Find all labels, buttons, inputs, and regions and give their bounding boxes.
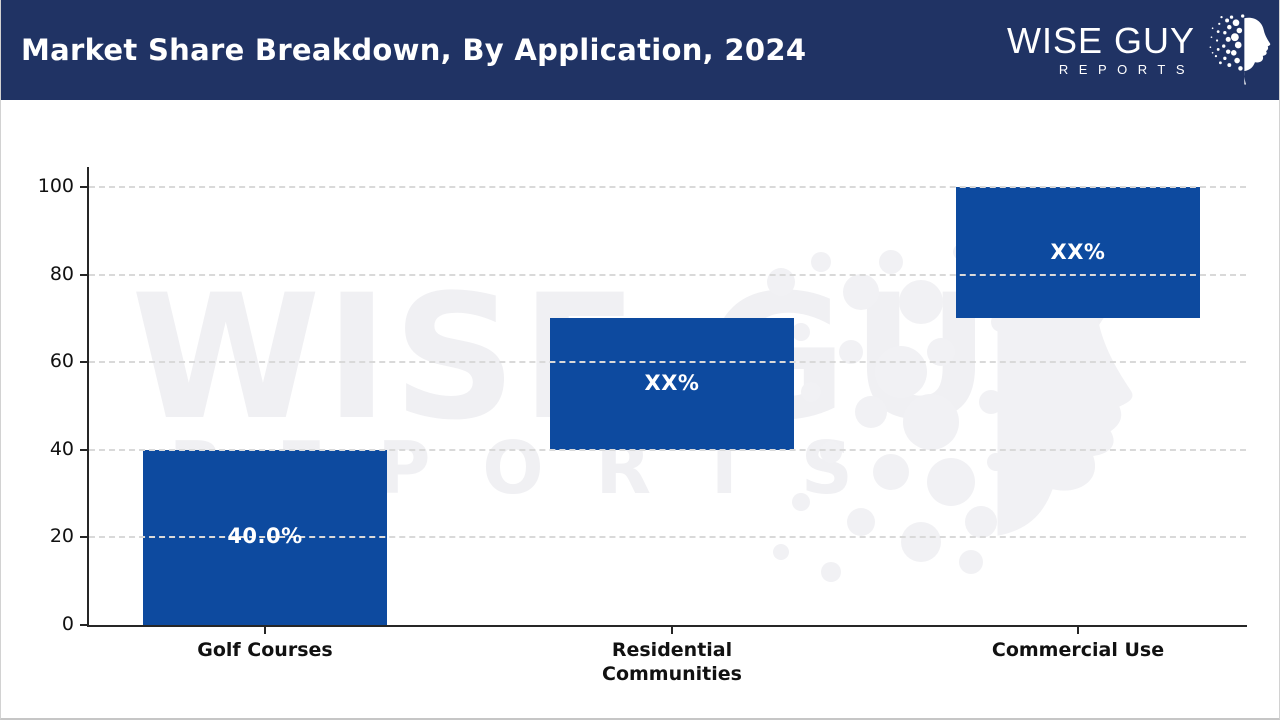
x-category-label: Residential Communities [602, 639, 742, 685]
bar-value-label: 40.0% [227, 524, 303, 549]
bar-commercial-use [956, 187, 1200, 319]
page-title: Market Share Breakdown, By Application, … [21, 33, 807, 67]
gridline-20 [89, 536, 1246, 539]
y-tick-20 [80, 536, 89, 539]
y-tick-60 [80, 361, 89, 364]
y-tick-label-0: 0 [61, 613, 74, 635]
x-tick-2 [671, 625, 673, 634]
bar-value-label: XX% [1050, 239, 1106, 264]
x-category-label: Commercial Use [991, 639, 1165, 661]
x-category-label: Golf Courses [197, 639, 333, 661]
gridline-100 [89, 186, 1246, 188]
gridline-40 [89, 448, 1246, 451]
logo-subtitle: REPORTS [1058, 62, 1195, 77]
logo-text: WISE GUY REPORTS [1006, 20, 1195, 78]
bar-value-label: XX% [644, 371, 700, 396]
y-tick-label-40: 40 [49, 437, 74, 460]
y-tick-80 [80, 273, 89, 276]
y-tick-0 [80, 624, 89, 626]
gridline-80 [89, 273, 1246, 276]
logo-wordmark: WISE GUY [1006, 20, 1195, 61]
y-tick-40 [80, 448, 89, 451]
y-tick-label-20: 20 [49, 525, 74, 548]
y-axis [87, 167, 89, 627]
logo-face-icon [1209, 14, 1271, 85]
header-bar: Market Share Breakdown, By Application, … [1, 0, 1279, 100]
x-axis [87, 625, 1247, 627]
y-tick-label-80: 80 [49, 262, 74, 285]
gridline-60 [89, 361, 1246, 364]
wise-guy-reports-logo: WISE GUY REPORTS [1007, 12, 1275, 88]
bar-residential-communities [550, 318, 794, 450]
x-tick-3 [1077, 625, 1079, 634]
watermark-face-icon [764, 244, 1133, 582]
y-tick-label-60: 60 [49, 350, 74, 373]
y-tick-label-100: 100 [37, 175, 74, 197]
y-tick-100 [80, 186, 89, 188]
x-tick-1 [264, 625, 266, 634]
